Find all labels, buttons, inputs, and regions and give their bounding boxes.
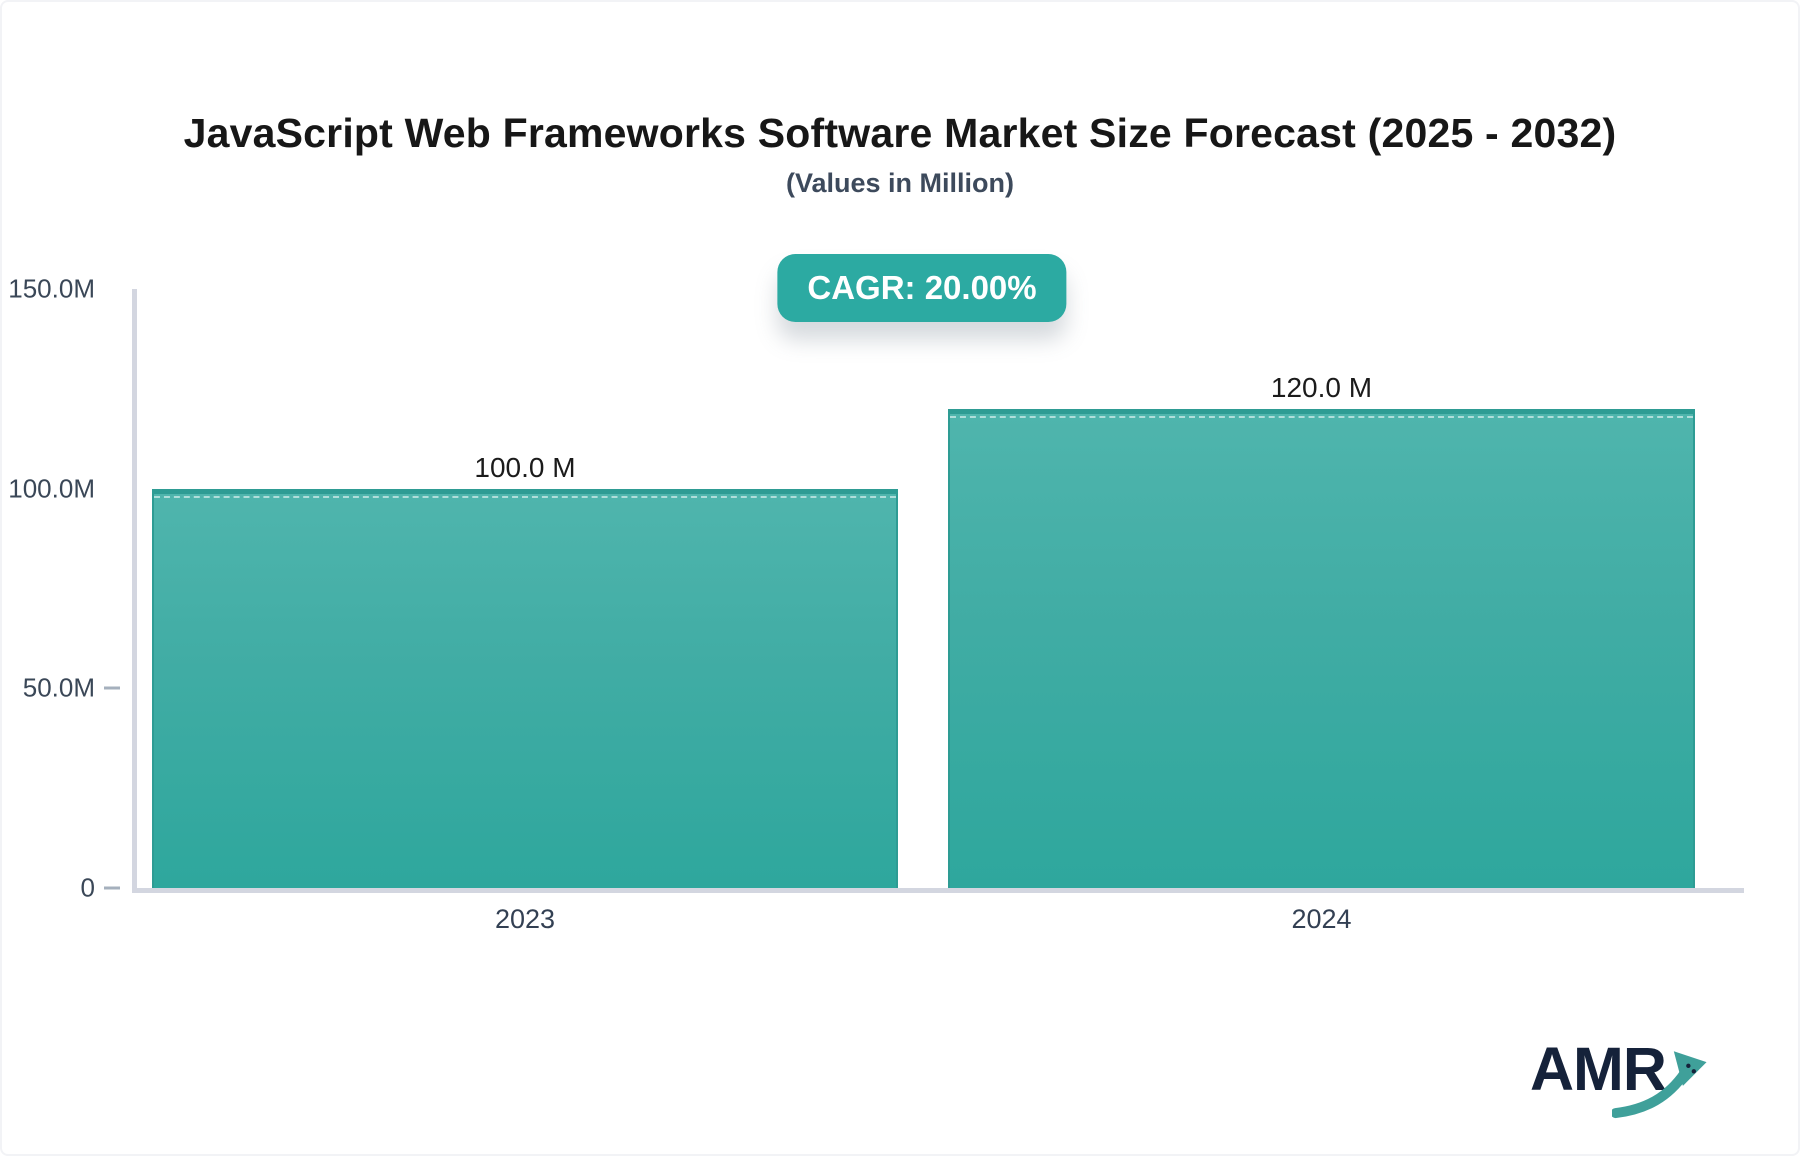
- y-axis-tick-label: 50.0M: [2, 673, 120, 704]
- y-axis-tick-label: 0: [2, 873, 120, 904]
- tick-mark: [104, 886, 120, 890]
- bar-group-2024: 120.0 M 2024: [948, 289, 1695, 934]
- x-axis-label: 2023: [494, 904, 556, 934]
- bar-2023: 100.0 M: [152, 452, 898, 888]
- x-axis-label: 2024: [1291, 904, 1352, 934]
- bar-value-label: 100.0 M: [474, 451, 576, 483]
- bar-value-label: 120.0 M: [1270, 371, 1373, 403]
- x-axis-line: [132, 888, 1744, 893]
- y-axis-tick-text: 100.0M: [8, 473, 95, 504]
- bar-group-2023: 100.0 M 2023: [152, 289, 898, 934]
- growth-arrow-icon: [1612, 1051, 1707, 1119]
- chart-title: JavaScript Web Frameworks Software Marke…: [183, 110, 1617, 156]
- y-axis-line: [132, 289, 137, 893]
- amr-logo: AMR: [1530, 1032, 1715, 1122]
- y-axis-tick-text: 0: [80, 872, 95, 903]
- chart-subtitle: (Values in Million): [785, 168, 1015, 198]
- plot-area: 100.0 M 2023 120.0 M 2024: [152, 289, 1744, 934]
- cagr-badge: CAGR: 20.00%: [777, 254, 1067, 322]
- y-axis-tick-text: 150.0M: [8, 273, 95, 304]
- tick-mark: [104, 686, 120, 690]
- bar-2024: 120.0 M: [948, 372, 1695, 888]
- y-axis-labels: 150.0M 100.0M 50.0M 0: [2, 274, 120, 903]
- y-axis-tick-label: 150.0M: [2, 274, 120, 305]
- amr-logo-text: AMR: [1530, 1035, 1667, 1103]
- y-axis-tick-text: 50.0M: [22, 672, 95, 703]
- y-axis-tick-label: 100.0M: [2, 473, 120, 504]
